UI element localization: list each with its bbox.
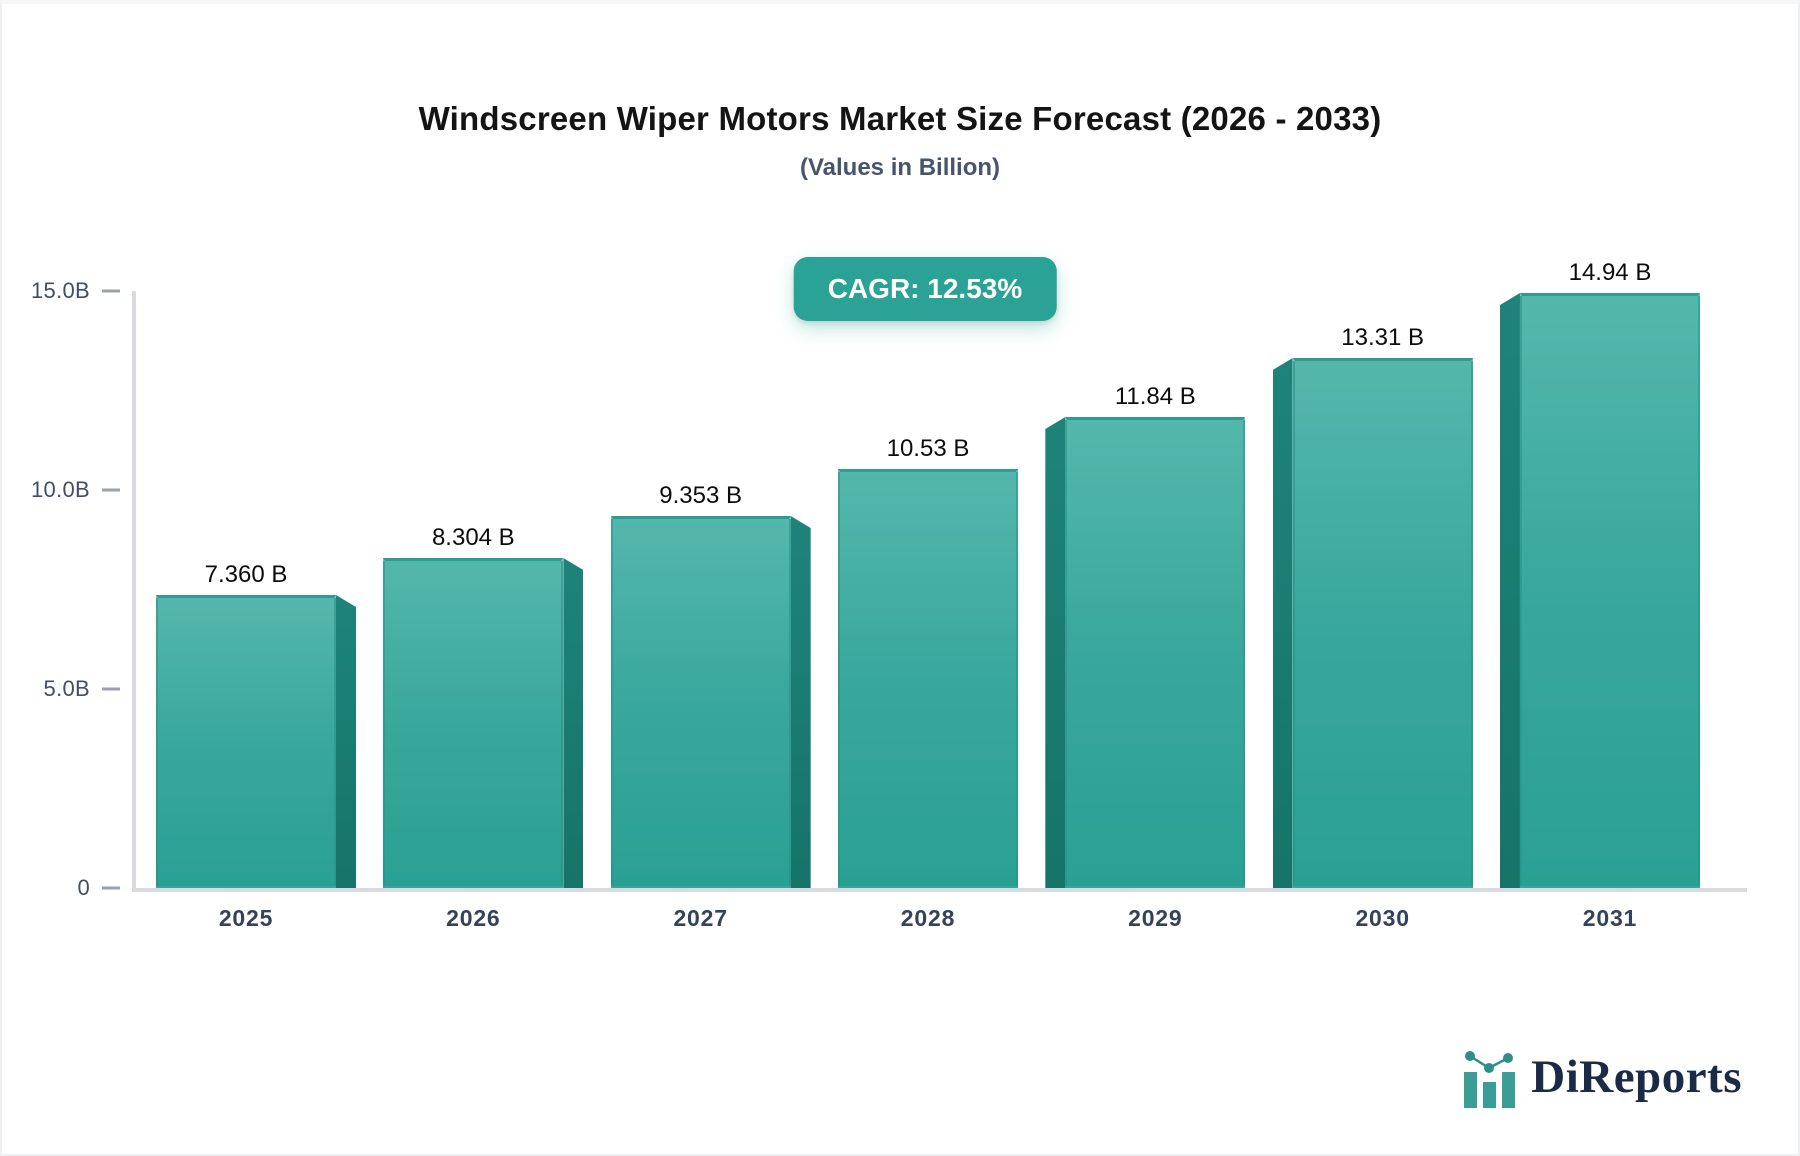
bar-2029: 11.84 B 2029 — [1045, 383, 1265, 931]
x-axis-label: 2025 — [218, 905, 274, 931]
bar-value-label: 8.304 B — [431, 524, 515, 551]
y-tick-dash — [102, 289, 120, 293]
x-axis-label: 2031 — [1582, 905, 1638, 931]
plot-area: 15.0B 10.0B 5.0B 0 7.360 B 2025 8.304 B 2026 9.3… — [31, 259, 1747, 931]
x-axis-label: 2029 — [1128, 905, 1183, 931]
bar-2027: 9.353 B 2027 — [591, 482, 811, 931]
bar-face — [837, 469, 1018, 888]
bar-value-label: 14.94 B — [1568, 259, 1652, 286]
bar-2026: 8.304 B 2026 — [363, 524, 584, 931]
bar-value-label: 7.360 B — [204, 561, 288, 588]
y-tick-label: 0 — [77, 875, 90, 900]
x-axis-label: 2028 — [900, 905, 956, 931]
bar-2028: 10.53 B 2028 — [818, 435, 1038, 931]
bar-2031: 14.94 B 2031 — [1499, 259, 1720, 931]
y-tick-dash — [102, 488, 120, 492]
x-axis-label: 2030 — [1355, 905, 1410, 931]
bar-side-face — [1499, 293, 1520, 888]
bar-side-face — [1045, 417, 1066, 888]
bar-face — [1519, 293, 1700, 888]
bar-value-label: 13.31 B — [1341, 324, 1424, 351]
y-tick-dash — [102, 687, 120, 691]
bar-face — [1292, 358, 1473, 888]
bar-value-label: 9.353 B — [659, 482, 743, 509]
x-axis-label: 2026 — [446, 905, 501, 931]
mini-bar-line-chart-icon — [1462, 1046, 1522, 1108]
bar-value-label: 10.53 B — [886, 435, 970, 462]
y-tick-label: 10.0B — [31, 477, 90, 502]
bar-face — [1065, 417, 1246, 888]
brand-name: DiReports — [1531, 1051, 1742, 1103]
brand-logo: DiReports — [1462, 1046, 1742, 1108]
cagr-badge: CAGR: 12.53% — [793, 257, 1057, 321]
y-tick-label: 5.0B — [43, 676, 90, 701]
bar-face — [610, 516, 791, 888]
y-tick-dash — [102, 886, 120, 890]
bar-2030: 13.31 B 2030 — [1272, 324, 1493, 931]
bar-side-face — [1272, 358, 1293, 888]
bar-side-face — [790, 516, 811, 888]
bar-side-face — [563, 558, 584, 888]
bar-side-face — [336, 595, 356, 888]
chart-title: Windscreen Wiper Motors Market Size Fore… — [418, 100, 1382, 137]
chart-subtitle: (Values in Billion) — [799, 154, 1001, 181]
x-axis-label: 2027 — [673, 905, 728, 931]
bar-2025: 7.360 B 2025 — [136, 561, 356, 931]
y-tick-label: 15.0B — [31, 278, 90, 303]
bar-value-label: 11.84 B — [1114, 383, 1196, 410]
bar-face — [156, 595, 336, 888]
bar-face — [383, 558, 564, 888]
